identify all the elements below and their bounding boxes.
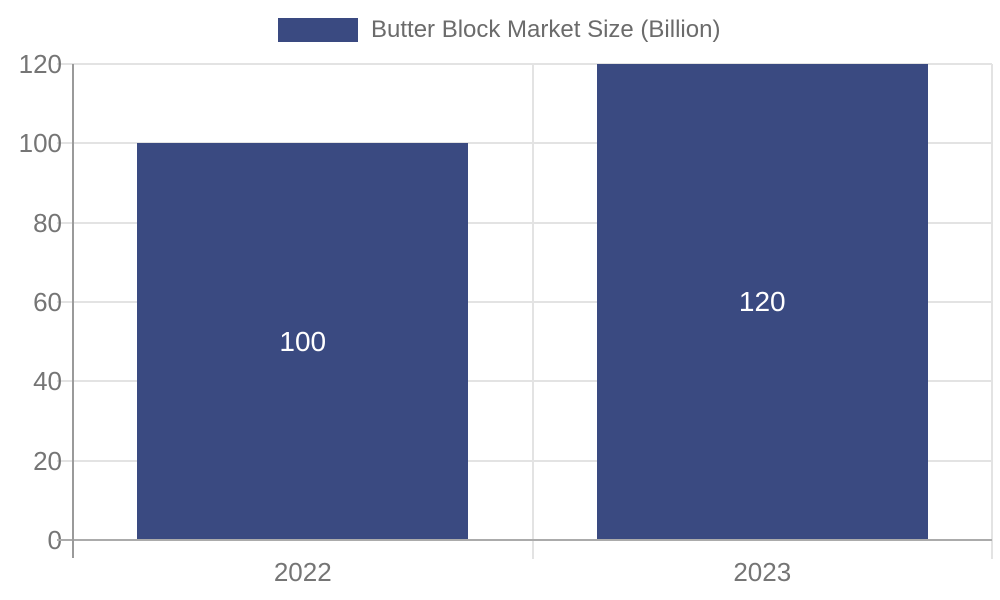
gridline-vertical [532, 64, 534, 559]
y-axis-line [72, 64, 74, 558]
gridline-horizontal [57, 142, 992, 145]
y-tick-label: 80 [33, 207, 62, 238]
gridline-vertical [991, 64, 993, 559]
legend-label: Butter Block Market Size (Billion) [371, 16, 721, 43]
gridline-horizontal [57, 63, 992, 65]
y-tick-label: 20 [33, 445, 62, 476]
bar-value-label: 120 [738, 286, 786, 317]
bar-value-label: 100 [279, 325, 327, 357]
y-tick-label: 100 [18, 128, 62, 159]
gridline-horizontal [57, 459, 992, 462]
x-tick-label: 2023 [733, 557, 792, 587]
y-tick-label: 0 [47, 525, 62, 555]
y-tick-label: 120 [18, 49, 62, 79]
gridline-horizontal [57, 221, 992, 224]
y-tick-label: 60 [33, 287, 62, 317]
plot-area: 100 120 [57, 63, 993, 559]
bar-2022[interactable] [137, 143, 468, 540]
x-axis-line [57, 539, 992, 541]
legend-swatch [278, 18, 358, 42]
legend[interactable]: Butter Block Market Size (Billion) [278, 16, 720, 44]
x-tick-label: 2022 [273, 557, 332, 587]
y-tick-label: 40 [33, 366, 62, 397]
bar-2023[interactable] [597, 64, 928, 540]
gridline-horizontal [57, 301, 992, 303]
gridline-horizontal [57, 380, 992, 383]
